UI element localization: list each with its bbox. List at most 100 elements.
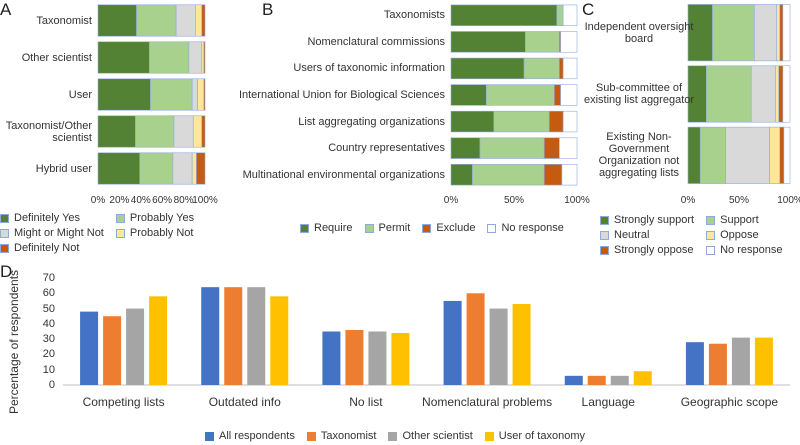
- legend-item: Definitely Not: [0, 242, 104, 254]
- bar-segment: [197, 78, 205, 111]
- bar: [368, 331, 387, 385]
- x-tick-label: 0%: [90, 195, 106, 206]
- legend-item: All respondents: [205, 430, 295, 442]
- legend-item: Probably Yes: [115, 212, 195, 224]
- bar-segment: [97, 41, 150, 74]
- category-label: International Union for Biological Scien…: [238, 89, 445, 101]
- y-tick-label: 10: [42, 363, 55, 376]
- y-tick-label: 20: [42, 348, 55, 361]
- bar-segment: [97, 115, 136, 148]
- y-axis-label: Percentage of respondents: [7, 269, 21, 414]
- bar-segment: [150, 78, 193, 111]
- bar: [708, 343, 727, 385]
- category-label: Independent oversight board: [584, 20, 694, 45]
- legend-swatch: [422, 223, 432, 233]
- bar-segment: [192, 115, 203, 148]
- legend-item: User of taxonomy: [484, 430, 585, 442]
- legend-swatch: [600, 230, 609, 240]
- bar: [103, 316, 122, 385]
- category-label: User: [68, 88, 92, 101]
- bar-segment: [525, 31, 560, 53]
- bar-segment: [191, 152, 197, 185]
- bar-segment: [543, 137, 560, 159]
- legend-label: Exclude: [436, 222, 476, 234]
- bar-segment: [149, 41, 190, 74]
- legend-item: Strongly oppose: [600, 244, 694, 256]
- bar-segment: [195, 4, 203, 37]
- x-tick-label: 50%: [728, 195, 750, 206]
- bar-segment: [769, 126, 781, 184]
- legend-swatch: [0, 243, 9, 253]
- legend-label: Require: [314, 222, 353, 234]
- x-tick-label: Nomenclatural problems: [422, 395, 553, 409]
- legend-item: Permit: [364, 222, 411, 234]
- bar-segment: [97, 4, 137, 37]
- bar-segment: [548, 110, 564, 133]
- legend-swatch: [487, 223, 497, 233]
- legend-item: Exclude: [422, 222, 475, 234]
- legend-label: Might or Might Not: [14, 227, 104, 239]
- legend-swatch: [484, 431, 494, 441]
- bar: [201, 287, 220, 385]
- bar-segment: [196, 152, 206, 185]
- x-tick-label: 80%: [173, 195, 194, 206]
- legend-label: Neutral: [614, 229, 650, 241]
- legend-item: Other scientist: [388, 430, 473, 442]
- legend-label: Strongly oppose: [614, 244, 694, 256]
- bar-segment: [559, 57, 564, 80]
- bar-segment: [135, 115, 175, 148]
- legend-swatch: [0, 228, 9, 238]
- legend-item: Definitely Yes: [0, 212, 104, 224]
- bar-segment: [172, 152, 193, 185]
- legend: All respondents Taxonomist Other scientist…: [205, 430, 585, 442]
- bar: [345, 329, 364, 385]
- category-label: Other scientist: [21, 51, 92, 64]
- category-label: Hybrid user: [35, 162, 92, 175]
- x-tick-label: 60%: [152, 195, 173, 206]
- bar-segment: [201, 41, 205, 74]
- category-label: Existing Non-Government Organization not…: [598, 131, 680, 180]
- bar-segment: [450, 4, 558, 26]
- x-tick-label: 100%: [564, 195, 590, 206]
- category-label: Taxonomist: [36, 14, 92, 27]
- category-label: Taxonomist/Other scientist: [5, 119, 92, 144]
- bar-segment: [753, 4, 778, 62]
- bar-segment: [175, 4, 196, 37]
- bar-segment: [776, 4, 781, 62]
- y-tick-label: 60: [42, 287, 55, 300]
- bar-segment: [779, 4, 784, 62]
- bar: [754, 337, 773, 385]
- bar-segment: [523, 57, 560, 80]
- x-tick-label: Competing lists: [82, 395, 165, 409]
- bar: [322, 331, 341, 385]
- bar: [633, 371, 652, 385]
- legend-label: Oppose: [720, 229, 759, 241]
- x-tick-label: Geographic scope: [680, 395, 779, 409]
- legend-label: All respondents: [219, 430, 295, 442]
- legend-label: Taxonomist: [320, 430, 377, 442]
- y-tick-label: 30: [42, 333, 55, 346]
- y-tick-label: 50: [42, 302, 55, 315]
- x-tick-label: 20%: [109, 195, 130, 206]
- bar: [466, 293, 485, 385]
- legend-item: Support: [706, 214, 782, 226]
- bar-segment: [775, 65, 780, 123]
- legend-swatch: [706, 230, 716, 240]
- legend-swatch: [706, 245, 716, 255]
- bar-segment: [201, 115, 206, 148]
- x-tick-label: 100%: [192, 195, 218, 206]
- bar-segment: [562, 110, 578, 133]
- bar-segment: [201, 4, 206, 37]
- legend-label: Probably Yes: [129, 212, 195, 224]
- category-label: List aggregating organizations: [298, 115, 445, 128]
- legend-item: Probably Not: [115, 227, 194, 239]
- legend: Definitely Yes Probably Yes Might or Might…: [0, 212, 194, 254]
- bar-segment: [562, 57, 578, 80]
- legend-item: Taxonomist: [306, 430, 377, 442]
- bar-segment: [554, 84, 561, 106]
- legend-label: Permit: [378, 222, 411, 234]
- bar-segment: [559, 137, 578, 159]
- bar: [512, 303, 531, 385]
- bar: [247, 287, 266, 385]
- bar-segment: [725, 126, 770, 184]
